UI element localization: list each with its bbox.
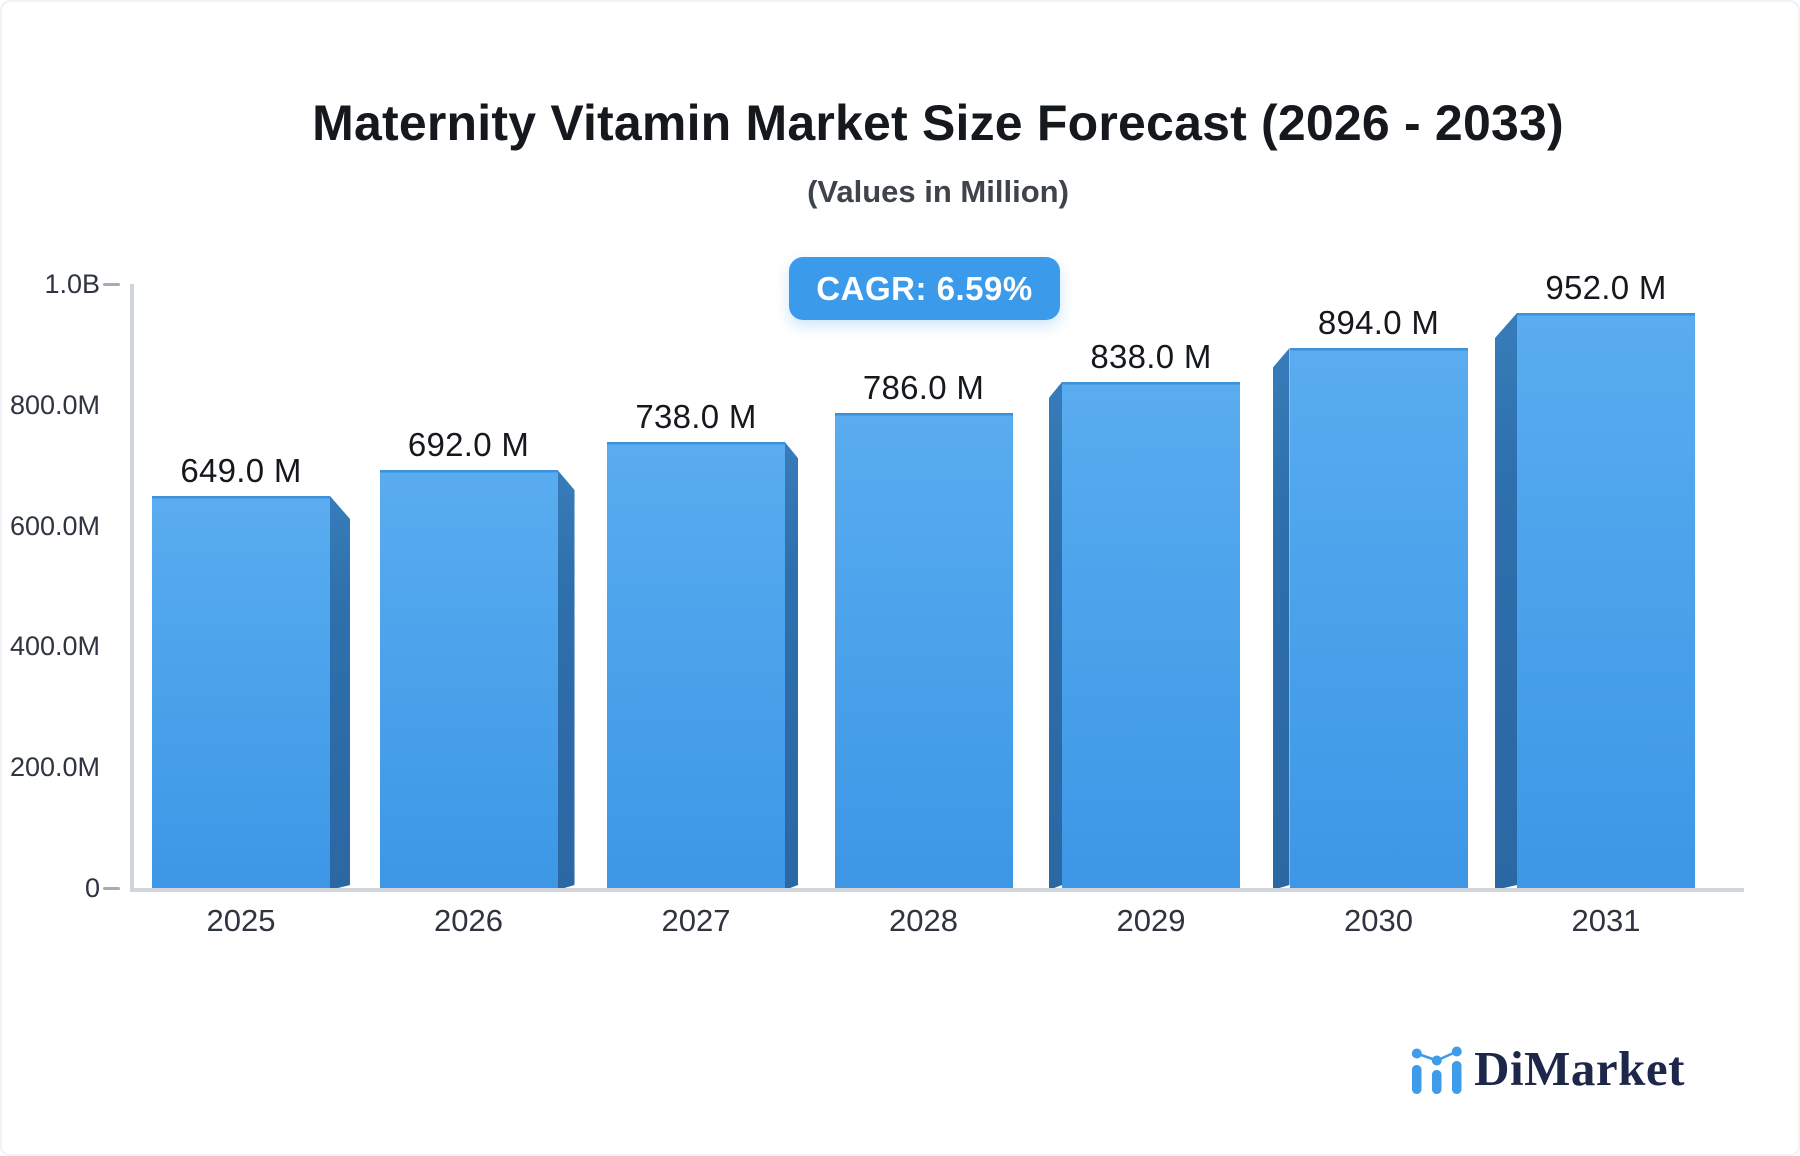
bar-chart-logo-icon bbox=[1411, 1046, 1462, 1094]
bar-2028[interactable] bbox=[834, 413, 1013, 890]
x-axis-label: 2029 bbox=[1116, 903, 1186, 938]
y-axis-label: 200.0M bbox=[9, 752, 100, 783]
y-axis-tick bbox=[103, 887, 120, 890]
cagr-badge-label: CAGR: 6.59% bbox=[816, 269, 1033, 307]
x-axis-label: 2025 bbox=[206, 903, 276, 938]
bar-2030[interactable] bbox=[1289, 348, 1468, 890]
y-axis-tick bbox=[103, 283, 120, 286]
bar-2031[interactable] bbox=[1517, 312, 1695, 890]
x-axis-label: 2027 bbox=[661, 903, 731, 938]
bar-3d-side bbox=[330, 496, 350, 890]
bar-3d-side bbox=[1495, 313, 1517, 890]
cagr-badge: CAGR: 6.59% bbox=[789, 257, 1060, 320]
bar-2025[interactable] bbox=[152, 496, 330, 890]
y-axis-line bbox=[130, 284, 134, 892]
bar-2029[interactable] bbox=[1062, 381, 1240, 890]
brand-logo: DiMarket bbox=[1410, 1040, 1685, 1096]
chart-subtitle: (Values in Million) bbox=[807, 174, 1069, 209]
y-axis-label: 800.0M bbox=[9, 389, 100, 420]
bar-value-label: 649.0 M bbox=[180, 452, 302, 489]
bar-value-label: 952.0 M bbox=[1545, 268, 1667, 306]
bar-value-label: 894.0 M bbox=[1317, 304, 1440, 342]
y-axis-label: 1.0B bbox=[44, 269, 100, 299]
bar-3d-side bbox=[558, 470, 575, 890]
bar-value-label: 738.0 M bbox=[635, 398, 757, 436]
bar-3d-side bbox=[785, 442, 798, 890]
x-axis-label: 2028 bbox=[889, 903, 958, 938]
y-axis-label: 600.0M bbox=[9, 510, 100, 541]
y-axis-label: 0 bbox=[84, 873, 100, 903]
bar-3d-side bbox=[1273, 348, 1290, 890]
y-axis-label: 400.0M bbox=[9, 631, 100, 662]
bar-value-label: 838.0 M bbox=[1090, 337, 1212, 375]
x-axis-label: 2031 bbox=[1571, 903, 1641, 938]
bar-value-label: 786.0 M bbox=[862, 369, 985, 407]
bar-value-label: 692.0 M bbox=[407, 426, 530, 464]
bar-2027[interactable] bbox=[607, 442, 785, 890]
x-axis-label: 2030 bbox=[1344, 903, 1413, 938]
x-axis-line bbox=[130, 888, 1744, 892]
chart-title: Maternity Vitamin Market Size Forecast (… bbox=[312, 95, 1564, 151]
bar-2026[interactable] bbox=[379, 470, 558, 890]
brand-logo-text: DiMarket bbox=[1474, 1040, 1685, 1096]
x-axis-label: 2026 bbox=[434, 903, 503, 938]
bar-3d-side bbox=[1049, 382, 1062, 890]
